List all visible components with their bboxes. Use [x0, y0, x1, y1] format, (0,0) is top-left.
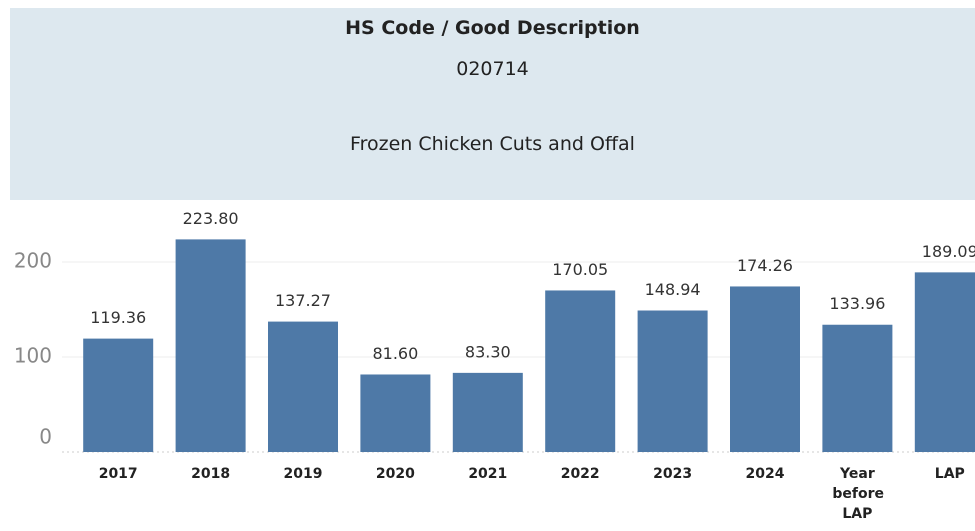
value-label: 137.27	[275, 291, 331, 310]
x-tick-label: 2017	[98, 466, 138, 482]
bar	[175, 239, 246, 452]
bar	[360, 374, 431, 452]
header-panel: HS Code / Good Description 020714 Frozen…	[10, 8, 975, 200]
bar	[822, 324, 893, 452]
bar	[730, 286, 800, 452]
value-label: 170.05	[552, 260, 608, 279]
x-tick-label: 2024	[745, 466, 785, 482]
value-label: 189.09	[922, 242, 975, 261]
x-tick-label: 2021	[468, 466, 508, 482]
value-label: 174.26	[737, 256, 793, 275]
description: Frozen Chicken Cuts and Offal	[350, 133, 635, 155]
x-tick-label: 2023	[653, 466, 693, 482]
x-tick-label: 2018	[191, 466, 231, 482]
x-tick-label: 2020	[375, 466, 415, 482]
bar	[83, 338, 154, 452]
value-label: 223.80	[183, 209, 239, 228]
hs-code: 020714	[456, 58, 529, 80]
value-label: 133.96	[829, 294, 885, 313]
value-label: 148.94	[645, 280, 701, 299]
x-tick-label: 2022	[560, 466, 600, 482]
bar	[452, 372, 523, 452]
y-tick-label: 0	[39, 425, 52, 449]
bar	[637, 310, 708, 452]
y-tick-label: 100	[14, 344, 52, 368]
bar	[914, 272, 975, 452]
value-label: 83.30	[465, 342, 511, 361]
header-title: HS Code / Good Description	[345, 17, 640, 39]
bar	[268, 321, 338, 452]
x-tick-label: 2019	[283, 466, 323, 482]
x-tick-label: LAP	[934, 466, 965, 482]
x-tick-label: Year before LAP	[832, 466, 885, 522]
value-label: 81.60	[372, 344, 418, 363]
y-tick-label: 200	[14, 249, 52, 273]
bar	[545, 290, 616, 452]
value-label: 119.36	[90, 308, 146, 327]
